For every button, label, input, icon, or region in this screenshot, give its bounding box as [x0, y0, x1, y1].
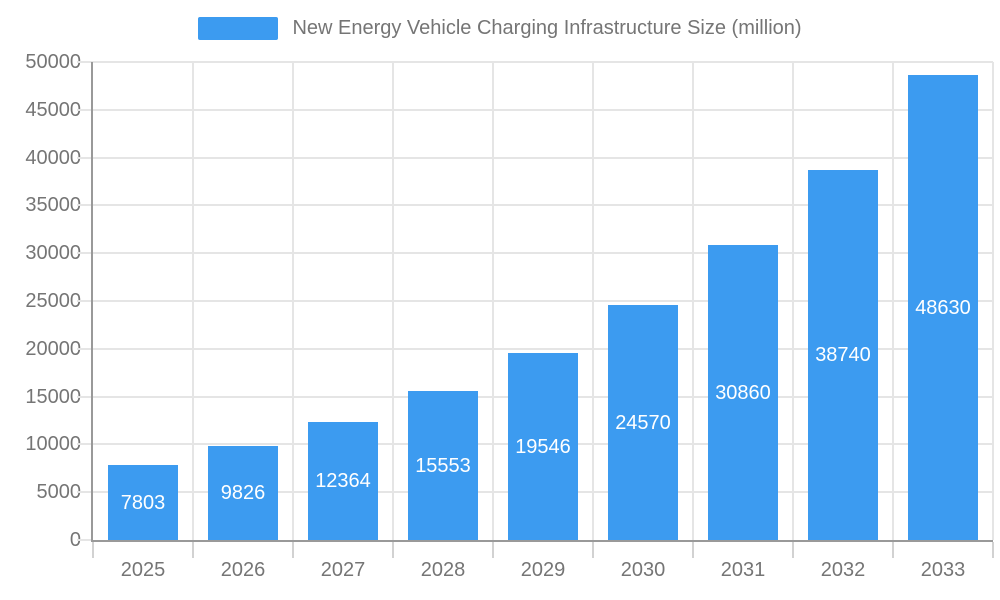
y-axis-tick	[77, 395, 93, 398]
x-axis-tick	[92, 542, 94, 558]
x-tick-label-2033: 2033	[920, 559, 966, 581]
x-axis-tick	[992, 542, 994, 558]
gridline-horizontal	[93, 156, 993, 159]
y-axis-tick	[77, 204, 93, 207]
gridline-horizontal	[93, 61, 993, 63]
gridline-vertical	[292, 62, 294, 540]
bar-value-label: 30860	[715, 381, 771, 404]
bar-value-label: 15553	[415, 454, 471, 477]
y-tick-label-5000: 5000	[36, 481, 82, 504]
x-axis-tick	[792, 542, 794, 558]
x-tick-label-2029: 2029	[520, 559, 566, 581]
gridline-vertical	[492, 62, 494, 540]
x-tick-label-2030: 2030	[620, 559, 666, 581]
gridline-vertical	[592, 62, 594, 540]
y-axis-tick	[77, 156, 93, 159]
y-tick-label-30000: 30000	[25, 242, 81, 265]
y-tick-label-10000: 10000	[25, 433, 81, 456]
y-axis-tick	[77, 491, 93, 494]
bar-value-label: 9826	[220, 482, 266, 504]
y-tick-label-0: 0	[69, 529, 81, 551]
bar-value-label: 48630	[915, 296, 971, 319]
bar-2026[interactable]: 9826	[208, 446, 278, 540]
y-axis-line	[91, 62, 93, 542]
bar-2028[interactable]: 15553	[408, 391, 478, 540]
bar-value-label: 7803	[120, 491, 166, 514]
x-axis-tick	[292, 542, 294, 558]
bar-value-label: 12364	[315, 470, 371, 492]
y-tick-label-40000: 40000	[25, 146, 81, 169]
x-tick-label-2031: 2031	[720, 559, 766, 581]
y-tick-label-20000: 20000	[25, 337, 81, 360]
y-tick-label-50000: 50000	[25, 51, 81, 73]
x-axis-tick	[592, 542, 594, 558]
x-axis-tick	[892, 542, 894, 558]
bar-2030[interactable]: 24570	[608, 305, 678, 540]
gridline-vertical	[892, 62, 894, 540]
x-axis-tick	[392, 542, 394, 558]
x-tick-label-2032: 2032	[820, 559, 866, 581]
gridline-horizontal	[93, 108, 993, 111]
gridline-horizontal	[93, 204, 993, 207]
y-tick-label-45000: 45000	[25, 98, 81, 121]
bar-2029[interactable]: 19546	[508, 353, 578, 540]
y-axis-tick	[77, 539, 93, 541]
y-axis-tick	[77, 61, 93, 63]
y-axis-tick	[77, 108, 93, 111]
bar-value-label: 38740	[815, 344, 871, 366]
legend-swatch	[198, 17, 279, 40]
y-tick-label-15000: 15000	[25, 385, 81, 408]
x-tick-label-2026: 2026	[220, 559, 266, 581]
plot-area: 7803 9826 12364 15553 19546 24570 30860 38740 48…	[77, 61, 994, 558]
bar-2027[interactable]: 12364	[308, 422, 378, 540]
y-axis-tick	[77, 443, 93, 446]
x-axis-tick	[492, 542, 494, 558]
bar-2033[interactable]: 48630	[908, 75, 978, 540]
bar-2025[interactable]: 7803	[108, 465, 178, 540]
gridline-vertical	[392, 62, 394, 540]
legend-label: New Energy Vehicle Charging Infrastructu…	[292, 17, 802, 39]
x-axis-line	[91, 540, 993, 542]
gridline-vertical	[792, 62, 794, 540]
gridline-horizontal	[93, 347, 993, 350]
legend-item[interactable]: New Energy Vehicle Charging Infrastructu…	[0, 17, 1000, 40]
y-tick-label-35000: 35000	[25, 194, 81, 217]
x-tick-label-2028: 2028	[420, 559, 466, 581]
bar-2031[interactable]: 30860	[708, 245, 778, 540]
x-tick-label-2027: 2027	[320, 559, 366, 581]
bar-value-label: 19546	[515, 435, 571, 458]
x-tick-label-2025: 2025	[120, 559, 166, 581]
y-axis-tick	[77, 347, 93, 350]
gridline-vertical	[192, 62, 194, 540]
x-axis-tick	[192, 542, 194, 558]
y-tick-label-25000: 25000	[25, 290, 81, 312]
gridline-horizontal	[93, 252, 993, 255]
gridline-vertical	[992, 62, 994, 540]
y-axis-tick	[77, 300, 93, 302]
gridline-horizontal	[93, 300, 993, 302]
gridline-vertical	[692, 62, 694, 540]
y-axis-tick	[77, 252, 93, 255]
bar-2032[interactable]: 38740	[808, 170, 878, 540]
bar-value-label: 24570	[615, 411, 671, 434]
x-axis-tick	[692, 542, 694, 558]
